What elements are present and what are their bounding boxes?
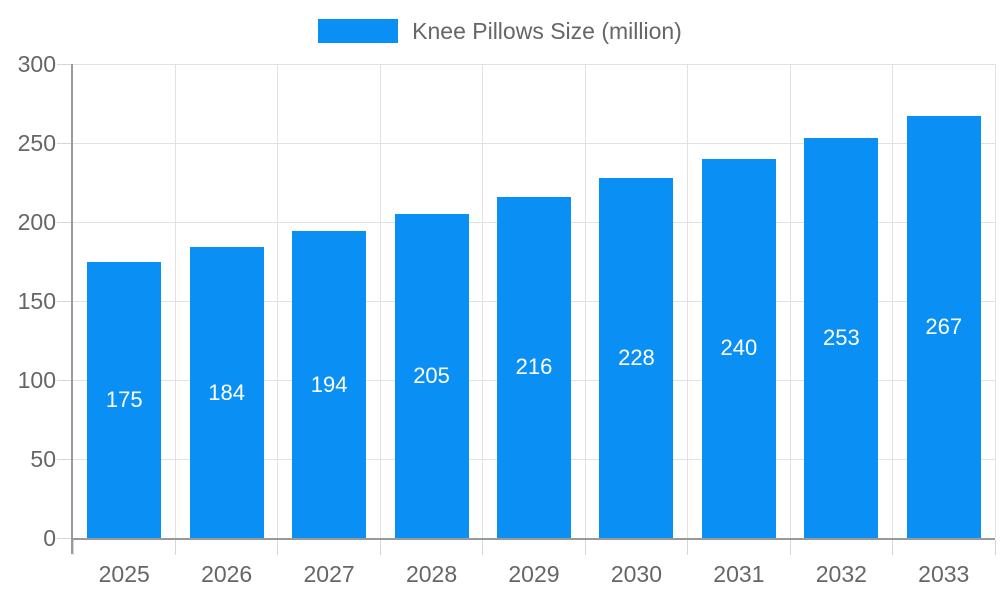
y-tick-label: 300	[17, 51, 56, 77]
bar[interactable]	[804, 138, 879, 538]
x-axis-tick	[174, 540, 176, 555]
gridline-vertical	[584, 64, 586, 538]
bar[interactable]	[394, 214, 469, 538]
x-tick-label: 2032	[815, 561, 867, 587]
y-axis-line	[71, 64, 73, 554]
y-tick-label: 50	[30, 446, 56, 472]
gridline-vertical	[482, 64, 484, 538]
gridline-vertical	[174, 64, 176, 538]
y-axis: 0 50 100 150 200 250 300	[0, 51, 56, 551]
x-axis-tick	[584, 540, 586, 555]
gridline-vertical	[789, 64, 791, 538]
y-axis-tick	[57, 537, 71, 539]
x-tick-label: 2028	[405, 561, 458, 587]
legend: Knee Pillows Size (million)	[0, 16, 1000, 46]
y-axis-tick	[57, 63, 71, 65]
gridline-vertical	[379, 64, 381, 538]
y-tick-label: 100	[17, 367, 56, 393]
x-tick-label: 2033	[918, 561, 970, 587]
gridline-vertical	[892, 64, 894, 538]
bar[interactable]	[497, 196, 571, 538]
legend-swatch[interactable]	[318, 19, 399, 43]
bar[interactable]	[906, 116, 981, 538]
x-tick-label: 2027	[303, 561, 355, 587]
x-axis-line	[71, 538, 995, 540]
x-axis-tick	[994, 540, 996, 555]
x-axis-tick	[277, 540, 279, 555]
x-axis-tick	[72, 540, 74, 555]
bar[interactable]	[189, 247, 264, 538]
gridline-vertical	[994, 64, 996, 538]
x-tick-label: 2029	[508, 561, 560, 587]
y-axis-tick	[57, 142, 71, 144]
x-axis: 2025 2026 2027 2028 2029 2030 2031 2032 2033	[73, 558, 995, 590]
x-tick-label: 2030	[610, 561, 663, 587]
y-axis-tick	[57, 300, 71, 302]
y-axis-tick	[57, 458, 71, 460]
gridline-horizontal	[73, 142, 995, 144]
legend-label[interactable]: Knee Pillows Size (million)	[412, 17, 682, 44]
x-tick-label: 2031	[713, 561, 765, 587]
gridline-horizontal	[73, 63, 995, 65]
y-axis-tick	[57, 221, 71, 223]
y-tick-label: 200	[17, 209, 56, 235]
x-axis-tick	[892, 540, 894, 555]
plot-area: 175 184 194 205 216 228 240 253 267	[57, 63, 996, 555]
gridline-vertical	[687, 64, 689, 538]
x-axis-tick	[789, 540, 791, 555]
x-tick-label: 2026	[201, 561, 253, 587]
y-tick-label: 250	[17, 130, 56, 156]
bar[interactable]	[87, 261, 162, 538]
x-tick-label: 2025	[98, 561, 150, 587]
bar[interactable]	[701, 158, 776, 538]
y-tick-label: 0	[43, 525, 56, 551]
gridline-vertical	[277, 64, 279, 538]
bar[interactable]	[292, 231, 367, 538]
y-tick-label: 150	[17, 288, 56, 314]
x-axis-tick	[482, 540, 484, 555]
y-axis-tick	[57, 379, 71, 381]
x-axis-tick	[687, 540, 689, 555]
bar[interactable]	[599, 177, 674, 538]
x-axis-tick	[379, 540, 381, 555]
